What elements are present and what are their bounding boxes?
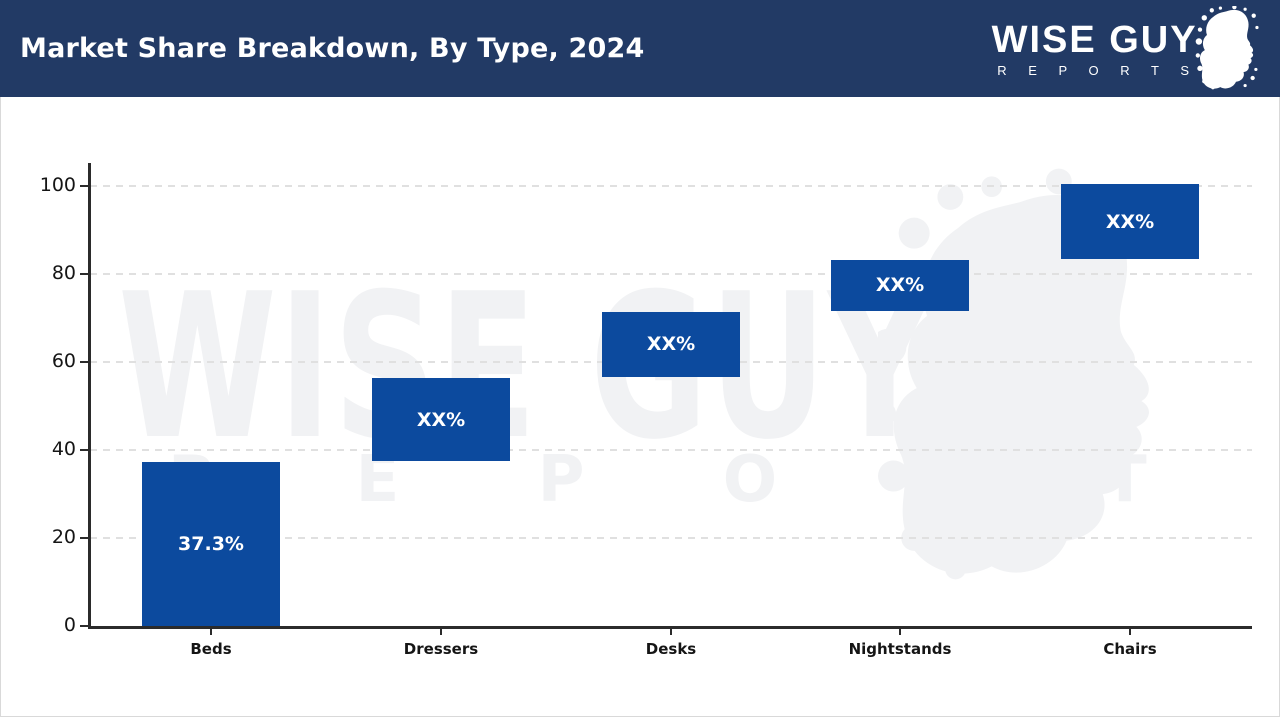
- x-tick-mark: [670, 628, 672, 635]
- brand-subtitle: R E P O R T S: [997, 62, 1198, 78]
- y-tick-label: 40: [51, 438, 76, 460]
- brand-logo-text: WISE GUY R E P O R T S: [991, 21, 1198, 78]
- bar-value-label: 37.3%: [178, 532, 244, 555]
- y-tick-mark: [80, 185, 88, 187]
- x-tick-mark: [1129, 628, 1131, 635]
- bar-value-label: XX%: [875, 274, 925, 297]
- x-tick-mark: [210, 628, 212, 635]
- bar-value-label: XX%: [646, 333, 696, 356]
- y-tick-mark: [80, 537, 88, 539]
- gridline: [90, 537, 1252, 539]
- bar-beds: 37.3%: [142, 461, 280, 626]
- gridline: [90, 273, 1252, 275]
- y-tick-mark: [80, 449, 88, 451]
- header: Market Share Breakdown, By Type, 2024 WI…: [0, 0, 1280, 97]
- x-tick-mark: [899, 628, 901, 635]
- bar-nightstands: XX%: [831, 259, 969, 311]
- bar-desks: XX%: [602, 311, 740, 377]
- y-tick-label: 20: [51, 526, 76, 548]
- y-tick-label: 0: [63, 614, 76, 636]
- bar-value-label: XX%: [1105, 210, 1155, 233]
- category-label-dressers: Dressers: [403, 640, 479, 658]
- category-label-beds: Beds: [190, 640, 232, 658]
- category-label-desks: Desks: [645, 640, 697, 658]
- y-tick-label: 80: [51, 262, 76, 284]
- watermark-brand-text: WISE GUY: [118, 251, 934, 484]
- category-label-chairs: Chairs: [1103, 640, 1157, 658]
- gridline: [90, 185, 1252, 187]
- bar-value-label: XX%: [416, 408, 466, 431]
- bar-chairs: XX%: [1061, 184, 1199, 260]
- y-tick-mark: [80, 361, 88, 363]
- bar-dressers: XX%: [372, 377, 510, 462]
- logo-face-icon: [1195, 6, 1259, 90]
- brand-name: WISE GUY: [991, 18, 1198, 61]
- page-title: Market Share Breakdown, By Type, 2024: [20, 33, 645, 64]
- y-tick-label: 60: [51, 350, 76, 372]
- x-tick-mark: [440, 628, 442, 635]
- category-label-nightstands: Nightstands: [848, 640, 952, 658]
- y-axis-line: [88, 163, 91, 628]
- brand-logo: WISE GUY R E P O R T S: [991, 6, 1266, 92]
- gridline: [90, 449, 1252, 451]
- x-axis-line: [88, 626, 1252, 629]
- y-tick-mark: [80, 625, 88, 627]
- y-tick-label: 100: [39, 174, 76, 196]
- y-tick-mark: [80, 273, 88, 275]
